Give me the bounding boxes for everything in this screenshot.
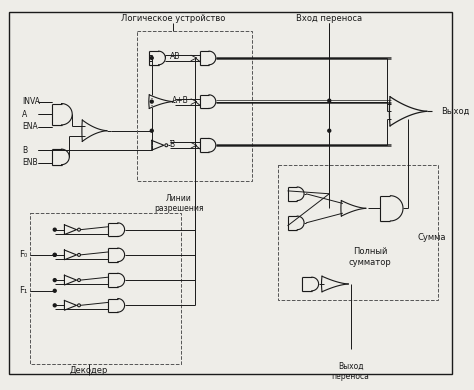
Circle shape [53, 254, 56, 256]
Polygon shape [108, 298, 125, 312]
Polygon shape [152, 140, 164, 150]
Circle shape [150, 129, 153, 132]
Polygon shape [288, 187, 304, 200]
Text: Сумма: Сумма [418, 233, 446, 242]
Text: ENB: ENB [22, 158, 37, 167]
Polygon shape [390, 97, 427, 126]
Circle shape [53, 228, 56, 231]
Polygon shape [288, 216, 304, 230]
Polygon shape [380, 196, 403, 221]
Text: Линии: Линии [166, 194, 192, 203]
Text: Выход
переноса: Выход переноса [332, 362, 370, 381]
Circle shape [78, 304, 81, 307]
Text: AB: AB [170, 51, 181, 60]
Polygon shape [108, 223, 125, 236]
Polygon shape [64, 250, 77, 260]
Text: B: B [22, 145, 27, 154]
Polygon shape [200, 138, 216, 152]
Bar [278, 165, 438, 300]
Polygon shape [149, 51, 165, 65]
Circle shape [150, 100, 153, 103]
Polygon shape [341, 200, 366, 216]
Polygon shape [302, 277, 319, 291]
Circle shape [53, 278, 56, 282]
Text: A+B: A+B [172, 96, 189, 105]
Polygon shape [321, 276, 348, 292]
Polygon shape [200, 51, 216, 65]
Circle shape [53, 254, 56, 256]
Polygon shape [64, 275, 77, 285]
Text: Выход: Выход [441, 107, 470, 116]
Text: Вход переноса: Вход переноса [296, 14, 362, 23]
Polygon shape [64, 300, 77, 310]
Text: Декодер: Декодер [70, 366, 108, 375]
Circle shape [78, 278, 81, 282]
Text: Полный
сумматор: Полный сумматор [349, 247, 392, 266]
Bar [137, 31, 252, 181]
Polygon shape [52, 149, 69, 165]
Text: A: A [22, 110, 27, 119]
Circle shape [165, 144, 168, 147]
Text: F₀: F₀ [19, 250, 27, 259]
Text: разрешения: разрешения [154, 204, 204, 213]
Bar [30, 213, 181, 363]
Circle shape [78, 254, 81, 256]
Text: Логическое устройство: Логическое устройство [121, 14, 225, 23]
Polygon shape [108, 248, 125, 262]
Text: ENA: ENA [22, 122, 37, 131]
Polygon shape [64, 225, 77, 234]
Polygon shape [149, 95, 173, 108]
Circle shape [53, 304, 56, 307]
Text: F₁: F₁ [19, 286, 27, 295]
Polygon shape [108, 273, 125, 287]
Polygon shape [52, 104, 72, 125]
Polygon shape [82, 120, 107, 142]
Text: B̅: B̅ [169, 140, 174, 149]
Circle shape [53, 289, 56, 292]
Circle shape [328, 99, 331, 102]
Polygon shape [200, 95, 216, 108]
Circle shape [150, 57, 153, 59]
Circle shape [78, 228, 81, 231]
Text: INVA: INVA [22, 97, 40, 106]
Circle shape [328, 129, 331, 132]
